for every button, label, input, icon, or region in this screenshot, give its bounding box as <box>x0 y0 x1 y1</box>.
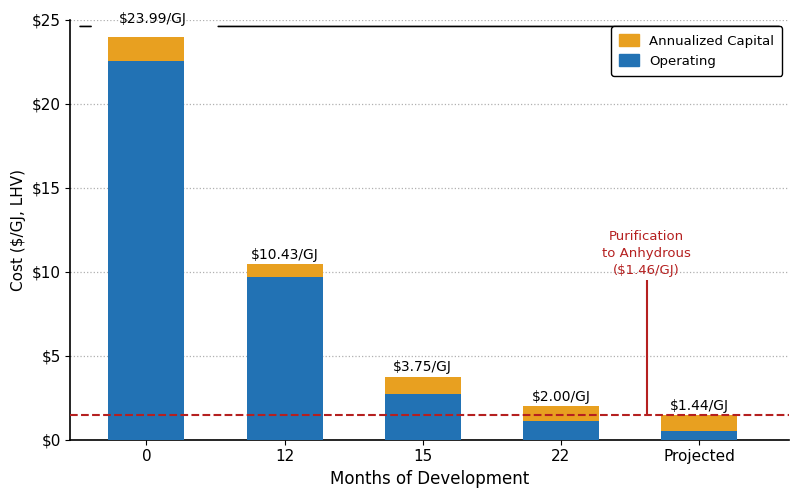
X-axis label: Months of Development: Months of Development <box>330 470 530 488</box>
Bar <box>523 421 599 440</box>
Text: $2.00/GJ: $2.00/GJ <box>531 390 590 404</box>
Bar <box>108 61 184 440</box>
Text: $3.75/GJ: $3.75/GJ <box>394 360 452 374</box>
Bar <box>661 416 737 431</box>
Bar <box>246 277 322 440</box>
Bar <box>523 406 599 421</box>
Legend: Annualized Capital, Operating: Annualized Capital, Operating <box>611 26 782 76</box>
Text: Purification
to Anhydrous
($1.46/GJ): Purification to Anhydrous ($1.46/GJ) <box>602 230 691 277</box>
Bar <box>385 394 461 440</box>
Bar <box>661 431 737 440</box>
Text: $1.44/GJ: $1.44/GJ <box>670 399 729 413</box>
Y-axis label: Cost ($/GJ, LHV): Cost ($/GJ, LHV) <box>11 169 26 291</box>
Text: $23.99/GJ: $23.99/GJ <box>119 11 187 25</box>
Text: $10.43/GJ: $10.43/GJ <box>250 248 318 262</box>
Bar <box>246 264 322 277</box>
Bar <box>385 377 461 394</box>
Bar <box>108 37 184 61</box>
